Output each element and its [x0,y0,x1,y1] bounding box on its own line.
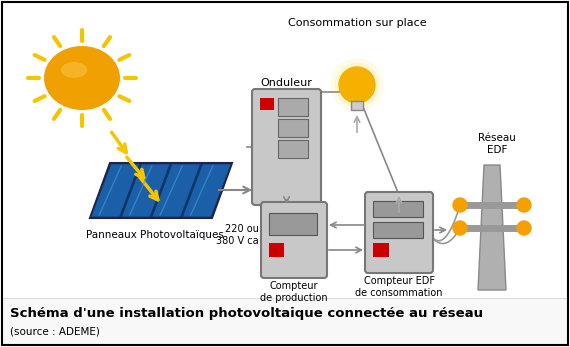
Text: 220 ou
380 V ca: 220 ou 380 V ca [217,224,259,246]
Bar [373,222,423,238]
Bar [278,140,308,158]
Text: (source : ADEME): (source : ADEME) [10,326,100,336]
Text: Schéma d'une installation photovoltaique connectée au réseau: Schéma d'une installation photovoltaique… [10,307,483,321]
Circle shape [453,221,467,235]
Ellipse shape [44,46,120,110]
Text: Panneaux Photovoltaïques: Panneaux Photovoltaïques [86,230,224,240]
Polygon shape [182,164,231,217]
Circle shape [517,221,531,235]
Bar [269,213,317,235]
Polygon shape [478,165,506,290]
Text: Onduleur: Onduleur [260,78,312,88]
Bar [373,201,423,217]
FancyBboxPatch shape [252,89,321,205]
Bar [260,98,274,110]
Circle shape [339,67,375,103]
Polygon shape [90,163,232,218]
Bar [278,119,308,137]
Text: Consommation sur place: Consommation sur place [288,18,426,28]
Bar [278,98,308,116]
Bar [3,298,567,344]
FancyBboxPatch shape [365,192,433,273]
Circle shape [517,198,531,212]
Polygon shape [152,164,201,217]
Polygon shape [121,164,170,217]
Circle shape [331,59,383,111]
Bar [351,101,363,110]
Text: Compteur
de production: Compteur de production [260,281,328,303]
Circle shape [453,198,467,212]
Bar [269,243,284,257]
Text: Compteur EDF
de consommation: Compteur EDF de consommation [355,276,443,298]
Ellipse shape [60,62,87,78]
Bar [373,243,389,257]
Polygon shape [91,164,140,217]
FancyBboxPatch shape [261,202,327,278]
Text: Réseau
EDF: Réseau EDF [478,133,516,155]
Circle shape [335,63,379,107]
